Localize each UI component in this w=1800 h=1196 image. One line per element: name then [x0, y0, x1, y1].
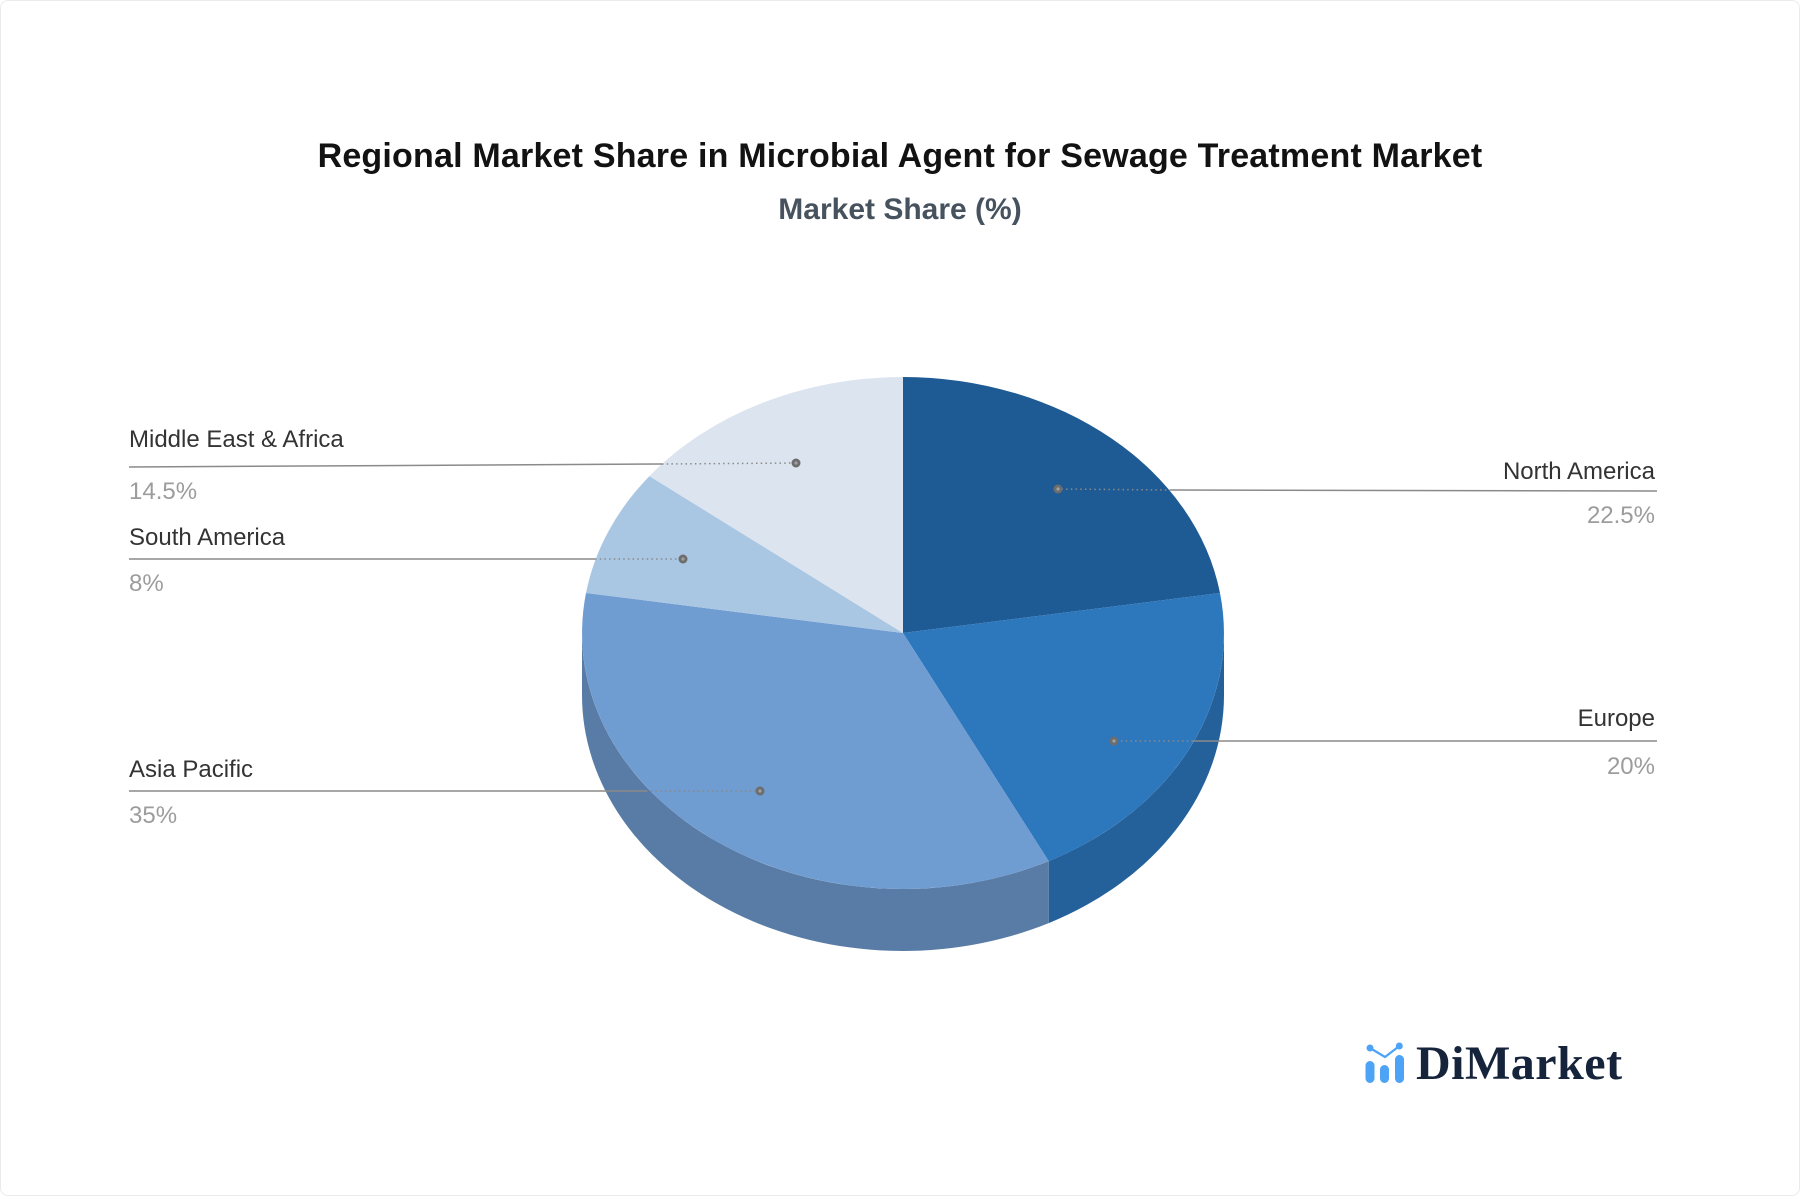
leader-dot-center-europe	[1112, 739, 1116, 743]
pie-slice-north-america[interactable]	[903, 377, 1220, 633]
slice-value: 14.5%	[129, 478, 198, 505]
slice-value: 8%	[129, 570, 164, 597]
slice-value: 20%	[1606, 753, 1655, 780]
logo-bar-2	[1380, 1065, 1389, 1083]
leader-dot-center-middle-east-africa	[794, 461, 798, 465]
pie-slice-asia-pacific[interactable]	[582, 593, 1049, 889]
slice-value: 35%	[129, 802, 178, 829]
pie-label-south-america: South America 8%	[129, 523, 285, 599]
pie-slice-middle-east-africa[interactable]	[649, 377, 903, 633]
leader-dot-center-asia-pacific	[758, 789, 762, 793]
logo-bar-3	[1395, 1055, 1404, 1083]
leader-line-middle-east-africa	[128, 463, 663, 468]
bar-line-chart-logo-icon	[1365, 1042, 1404, 1083]
pie-slice-south-america[interactable]	[586, 476, 903, 633]
leader-dot-center-north-america	[1056, 487, 1060, 491]
logo-trend-line	[1369, 1045, 1400, 1059]
dimarket-logo: DiMarket	[1365, 1037, 1623, 1090]
logo-bar-1	[1365, 1061, 1375, 1083]
pie-slice-side-europe	[1048, 633, 1224, 924]
slice-name: Europe	[1577, 705, 1655, 732]
pie-slice-side-asia-pacific	[582, 633, 1049, 951]
logo-dot-left	[1366, 1044, 1374, 1052]
slice-value: 22.5%	[1586, 502, 1655, 529]
slice-name: North America	[1502, 458, 1655, 485]
pie-label-middle-east-africa: Middle East & Africa 14.5%	[129, 425, 344, 507]
logo-text: DiMarket	[1416, 1037, 1623, 1090]
leader-line-dotted-north-america	[1057, 488, 1172, 491]
slice-name: Asia Pacific	[129, 756, 254, 783]
pie-label-north-america: North America 22.5%	[1503, 457, 1655, 531]
leader-dot-center-south-america	[681, 557, 685, 561]
pie-slice-europe[interactable]	[903, 593, 1224, 862]
pie-label-asia-pacific: Asia Pacific 35%	[129, 755, 253, 831]
slice-name: Middle East & Africa	[129, 426, 344, 453]
chart-subtitle: Market Share (%)	[778, 193, 1022, 226]
leader-line-dotted-middle-east-africa	[661, 462, 797, 465]
chart-title: Regional Market Share in Microbial Agent…	[317, 137, 1483, 175]
leader-line-north-america	[1170, 489, 1658, 492]
slice-name: South America	[129, 524, 286, 551]
logo-dot-right	[1395, 1042, 1403, 1050]
pie-label-europe: Europe 20%	[1578, 704, 1655, 782]
